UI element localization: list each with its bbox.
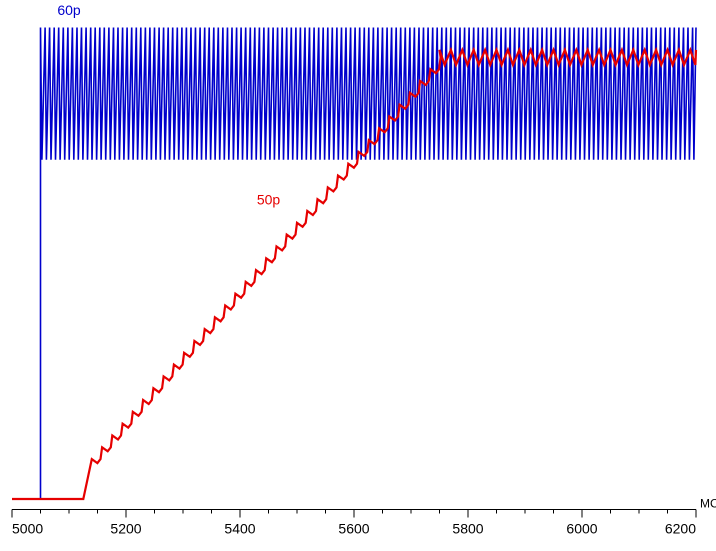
x-axis-label: MC xyxy=(700,497,716,511)
x-tick-label: 5000 xyxy=(12,521,43,537)
series-label-60p: 60p xyxy=(57,2,81,18)
x-tick-label: 5800 xyxy=(452,521,483,537)
chart-svg: 60p 50p 5000 5200 5400 5600 5800 6000 6200 MC xyxy=(0,0,716,551)
x-tick-label: 5200 xyxy=(110,521,141,537)
x-tick-label: 6200 xyxy=(665,521,696,537)
chart-container: 60p 50p 5000 5200 5400 5600 5800 6000 6200 MC xyxy=(0,0,716,551)
x-tick-label: 5600 xyxy=(338,521,369,537)
x-tick-label: 6000 xyxy=(566,521,597,537)
x-tick-label: 5400 xyxy=(224,521,255,537)
series-label-50p: 50p xyxy=(257,192,281,208)
